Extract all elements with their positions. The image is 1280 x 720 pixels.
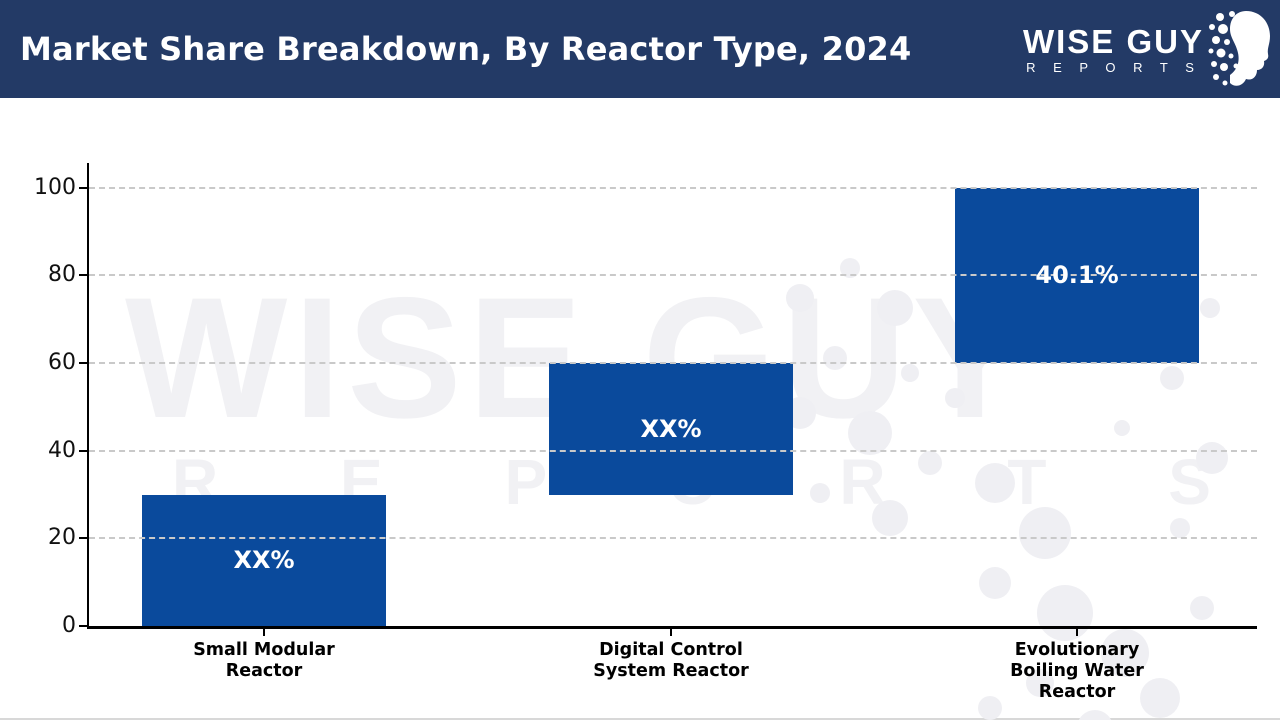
x-axis-category-line: Evolutionary [1014,640,1140,660]
y-axis-tick [79,449,88,452]
x-axis-category-label: Small Modular Reactor [124,640,404,682]
x-axis-tick [1076,628,1078,636]
x-axis-category-line: Digital Control [599,640,743,660]
y-axis-tick [79,274,88,277]
logo-text: WISE GUY R E P O R T S [1022,22,1204,76]
x-axis-tick [263,628,265,636]
x-axis-line [87,626,1257,629]
logo-subtitle: R E P O R T S [1026,60,1201,76]
y-axis-tick-label: 60 [48,349,76,375]
y-axis-line [87,163,89,629]
y-axis-tick-label: 20 [48,525,76,551]
logo-wordmark: WISE GUY [1022,22,1204,60]
y-axis-tick-label: 40 [48,437,76,463]
logo-face-icon [1208,11,1270,86]
x-axis-category-line: Boiling Water [1010,661,1144,681]
gridline [89,274,1257,277]
x-axis-category-line: Reactor [1038,682,1116,702]
bar-value-label: XX% [233,546,295,575]
x-axis-tick [670,628,672,636]
bar-value-label: 40.1% [1035,261,1119,290]
wise-guy-logo: WISE GUY R E P O R T S [1023,8,1272,92]
bottom-border [0,718,1280,720]
y-axis-tick-label: 100 [34,174,76,200]
gridline [89,186,1257,189]
x-axis-category-label: Evolutionary Boiling Water Reactor [937,640,1217,703]
x-axis-category-line: Reactor [225,661,303,681]
bar-value-label: XX% [640,415,702,444]
bar-segment [549,363,793,495]
x-axis-category-label: Digital Control System Reactor [531,640,811,682]
y-axis-tick-label: 80 [48,262,76,288]
page-title: Market Share Breakdown, By Reactor Type,… [20,30,912,68]
y-axis-tick [79,625,88,627]
gridline [89,449,1257,452]
gridline [89,361,1257,364]
y-axis-tick [79,361,88,364]
gridline [89,537,1257,540]
x-axis-category-line: System Reactor [593,661,749,681]
header-bar: Market Share Breakdown, By Reactor Type,… [0,0,1280,98]
x-axis-category-line: Small Modular [193,640,335,660]
chart-area: WISE GUY R E P O R T S 020406080100XX%Sm… [0,98,1280,720]
y-axis-tick-label: 0 [62,613,76,638]
bar-segment [142,494,386,626]
y-axis-tick [79,186,88,189]
y-axis-tick [79,537,88,540]
